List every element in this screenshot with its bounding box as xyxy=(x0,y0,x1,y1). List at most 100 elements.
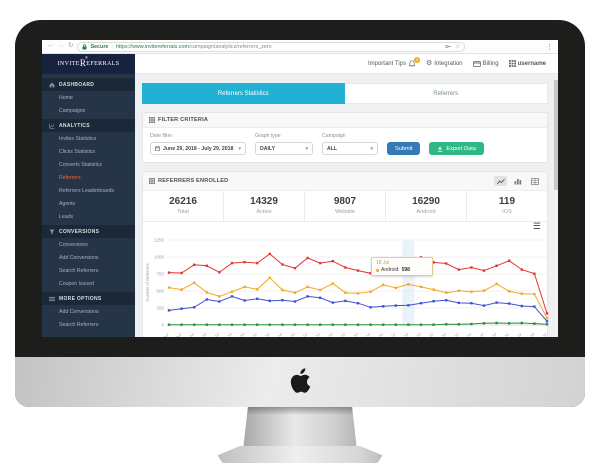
svg-text:18 Jul: 18 Jul xyxy=(400,332,409,337)
calendar-icon xyxy=(155,146,160,151)
sidebar-section-more-options[interactable]: MORE OPTIONS xyxy=(42,292,135,305)
svg-text:15 Jul: 15 Jul xyxy=(362,332,371,337)
graph-type-select[interactable]: DAILY ▾ xyxy=(255,142,313,155)
table-view-button[interactable] xyxy=(528,176,541,186)
home-icon xyxy=(49,82,55,88)
svg-text:1250: 1250 xyxy=(154,238,165,243)
sidebar-section-conversions[interactable]: CONVERSIONS xyxy=(42,225,135,238)
scrollbar-thumb[interactable] xyxy=(554,80,558,190)
svg-text:16 Jul: 16 Jul xyxy=(375,332,384,337)
sidebar-item-converts-statistics[interactable]: Converts Statistics xyxy=(59,161,102,168)
enrolled-grid-icon xyxy=(149,178,155,184)
campaign-label: Campaign xyxy=(322,133,346,139)
monitor-chin xyxy=(15,357,585,407)
forward-icon[interactable]: → xyxy=(57,42,65,50)
date-filter-label: Date filter xyxy=(150,133,173,139)
svg-text:02 Jul: 02 Jul xyxy=(199,332,208,337)
svg-text:500: 500 xyxy=(156,289,164,294)
svg-text:750: 750 xyxy=(156,272,164,277)
padlock-icon xyxy=(82,43,87,49)
svg-text:09 Jul: 09 Jul xyxy=(287,332,296,337)
sidebar-item-add-conversions[interactable]: Add Conversions xyxy=(59,308,99,315)
billing-card-icon xyxy=(472,60,481,67)
stat-website: 9807 Website xyxy=(305,191,386,221)
caret-down-icon: ▾ xyxy=(370,145,373,152)
svg-text:11 Jul: 11 Jul xyxy=(312,332,321,337)
svg-text:250: 250 xyxy=(156,306,164,311)
chart-tooltip: 18 Jul Android 598 xyxy=(371,257,433,276)
sidebar-item-agents[interactable]: Agents xyxy=(59,200,76,207)
date-range-input[interactable]: June 29, 2018 - July 29, 2018 ▾ xyxy=(150,142,246,155)
sidebar-item-home[interactable]: Home xyxy=(59,94,73,101)
stat-active: 14329 Active xyxy=(224,191,305,221)
monitor-bezel: ← → ↻ Secure | https://www.invitereferra… xyxy=(15,20,585,407)
sidebar-item-leads[interactable]: Leads xyxy=(59,213,74,220)
integration-link[interactable]: ⚙ Integration xyxy=(425,60,463,67)
browser-menu-icon[interactable]: ⋮ xyxy=(546,43,553,51)
menu-icon xyxy=(49,296,55,302)
funnel-icon xyxy=(49,229,55,235)
filter-grid-icon xyxy=(149,117,155,123)
sidebar-item-clicks-statistics[interactable]: Clicks Statistics xyxy=(59,148,96,155)
sidebar-item-coupon-issued[interactable]: Coupon Issued xyxy=(59,280,94,287)
sidebar-item-referrers-leaderboards[interactable]: Referrers Leaderboards xyxy=(59,187,115,194)
stat-total: 26216 Total xyxy=(143,191,224,221)
apps-grid-icon xyxy=(508,60,516,67)
invitereferrals-logo[interactable]: INVITE R ® EFERRALS xyxy=(42,53,135,74)
line-chart-view-button[interactable] xyxy=(494,176,507,186)
referrers-enrolled-header: REFERRERS ENROLLED xyxy=(143,172,547,191)
scrollbar-track xyxy=(554,74,558,337)
back-icon[interactable]: ← xyxy=(47,42,54,50)
referrers-enrolled-card: REFERRERS ENROLLED 26216 Total 14329 Act xyxy=(142,171,549,337)
svg-text:29 Jun: 29 Jun xyxy=(160,332,170,337)
tab-referrers-statistics[interactable]: Referrers Statistics xyxy=(142,83,345,104)
secure-label: Secure xyxy=(90,43,109,50)
svg-text:26 Jul: 26 Jul xyxy=(501,332,510,337)
reload-icon[interactable]: ↻ xyxy=(68,42,74,50)
divider: | xyxy=(111,43,113,50)
important-tips-link[interactable]: Important Tips 5 xyxy=(367,56,420,68)
referrers-line-chart[interactable]: 0 250 500 750 1000 1250 Number of Referrers 29 … xyxy=(143,232,557,337)
analytics-icon xyxy=(49,123,55,129)
sidebar-item-invites-statistics[interactable]: Invites Statistics xyxy=(59,135,97,142)
billing-link[interactable]: Billing xyxy=(472,60,499,67)
chart-menu-icon[interactable]: ☰ xyxy=(532,221,541,231)
sidebar-item-conversions[interactable]: Conversions xyxy=(59,241,88,248)
tab-bar: Referrers Statistics Referrers xyxy=(142,83,548,104)
bell-icon[interactable]: 5 xyxy=(408,56,420,68)
sidebar-item-referrers[interactable]: Referrers xyxy=(59,174,81,181)
sidebar-section-analytics[interactable]: ANALYTICS xyxy=(42,119,135,132)
tips-badge: 5 xyxy=(413,56,420,63)
stats-row: 26216 Total 14329 Active 9807 Website 16290 And… xyxy=(143,191,547,222)
bar-chart-view-button[interactable] xyxy=(511,176,524,186)
svg-text:30 Jun: 30 Jun xyxy=(173,332,183,337)
svg-text:07 Jul: 07 Jul xyxy=(262,332,271,337)
bookmark-star-icon[interactable]: ☆ xyxy=(455,44,461,50)
sidebar-section-dashboard[interactable]: DASHBOARD xyxy=(42,78,135,91)
graph-type-label: Graph type xyxy=(255,133,281,139)
app-header: INVITE R ® EFERRALS Important Tips 5 ⚙ Inte… xyxy=(42,53,558,74)
svg-text:21 Jul: 21 Jul xyxy=(438,332,447,337)
sidebar-item-add-conversions[interactable]: Add Conversions xyxy=(59,254,99,261)
svg-text:03 Jul: 03 Jul xyxy=(211,332,220,337)
campaign-select[interactable]: ALL ▾ xyxy=(322,142,378,155)
key-icon[interactable] xyxy=(445,44,452,49)
svg-text:06 Jul: 06 Jul xyxy=(249,332,258,337)
apple-logo-icon xyxy=(290,368,311,393)
caret-down-icon: ▾ xyxy=(305,145,308,152)
svg-text:29 Jul: 29 Jul xyxy=(539,332,548,337)
submit-button[interactable]: Submit xyxy=(387,142,421,155)
sidebar-item-campaigns[interactable]: Campaigns xyxy=(59,107,86,114)
address-bar[interactable]: Secure | https://www.invitereferrals.com… xyxy=(77,41,466,52)
filter-criteria-header: FILTER CRITERIA xyxy=(143,113,547,128)
tab-referrers[interactable]: Referrers xyxy=(344,83,548,104)
export-data-button[interactable]: Export Data xyxy=(429,142,484,155)
svg-text:1000: 1000 xyxy=(154,255,165,260)
monitor-stand-base xyxy=(217,446,383,463)
sidebar-nav: DASHBOARD Home Campaigns ANALYTICS Invites S… xyxy=(42,74,135,337)
stat-android: 16290 Android xyxy=(386,191,467,221)
svg-text:22 Jul: 22 Jul xyxy=(451,332,460,337)
username-menu[interactable]: username xyxy=(508,60,546,67)
sidebar-item-search-referrers[interactable]: Search Referrers xyxy=(59,321,99,328)
sidebar-item-search-referrers[interactable]: Search Referrers xyxy=(59,267,99,274)
